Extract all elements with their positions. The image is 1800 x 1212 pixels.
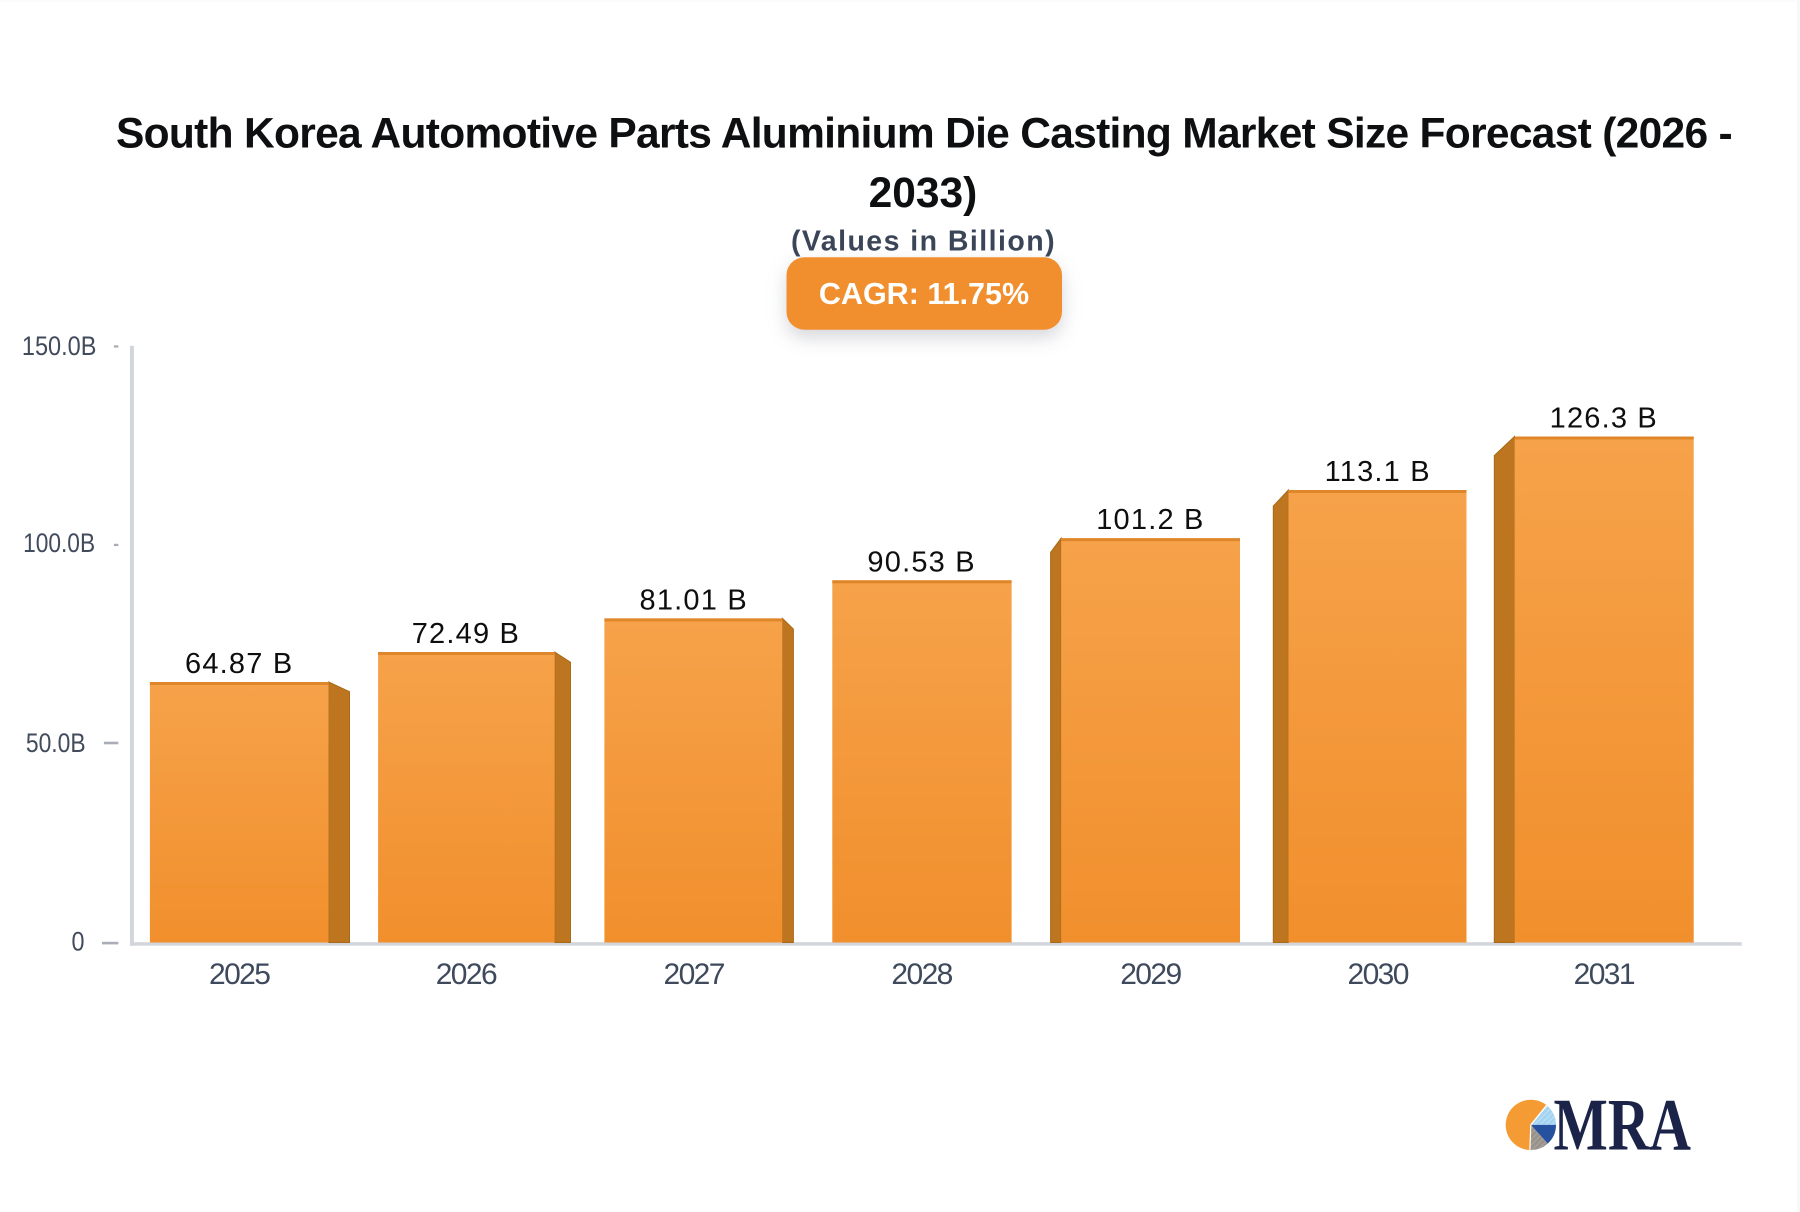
svg-text:72.49 B: 72.49 B	[412, 618, 520, 650]
svg-text:81.01 B: 81.01 B	[640, 584, 748, 616]
svg-text:64.87 B: 64.87 B	[185, 648, 293, 680]
svg-text:2027: 2027	[664, 958, 725, 991]
svg-text:0: 0	[72, 927, 85, 957]
svg-text:126.3 B: 126.3 B	[1550, 403, 1658, 435]
svg-text:2029: 2029	[1120, 958, 1181, 991]
svg-text:2030: 2030	[1348, 958, 1409, 991]
svg-text:2028: 2028	[891, 958, 952, 991]
svg-text:South Korea Automotive Parts A: South Korea Automotive Parts Aluminium D…	[116, 111, 1732, 158]
svg-text:CAGR: 11.75%: CAGR: 11.75%	[819, 277, 1029, 311]
svg-text:(Values in Billion): (Values in Billion)	[791, 226, 1056, 258]
svg-text:MRA: MRA	[1554, 1085, 1692, 1167]
svg-text:2025: 2025	[209, 958, 270, 991]
svg-text:100.0B: 100.0B	[23, 528, 95, 558]
svg-text:2033): 2033)	[869, 170, 978, 217]
svg-text:50.0B: 50.0B	[26, 728, 86, 758]
svg-text:2031: 2031	[1574, 958, 1635, 991]
svg-text:113.1 B: 113.1 B	[1325, 456, 1431, 488]
svg-text:2026: 2026	[436, 958, 497, 991]
svg-text:101.2 B: 101.2 B	[1096, 504, 1204, 536]
svg-text:90.53 B: 90.53 B	[867, 546, 975, 578]
svg-text:150.0B: 150.0B	[22, 331, 97, 361]
